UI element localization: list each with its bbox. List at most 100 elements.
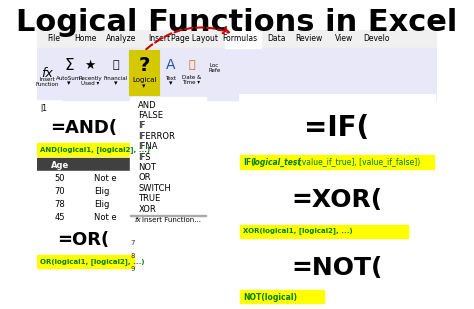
Text: Analyze: Analyze [106, 33, 137, 43]
Bar [130, 214, 206, 216]
Text: IF(: IF( [243, 158, 255, 167]
Text: =NOT(: =NOT( [291, 256, 382, 280]
Bar [239, 155, 434, 169]
Bar [83, 171, 130, 184]
Bar [83, 158, 130, 171]
Text: ▾: ▾ [114, 80, 117, 86]
Text: Time ▾: Time ▾ [182, 79, 201, 84]
Text: IFNA: IFNA [138, 142, 158, 151]
Text: 6: 6 [130, 227, 135, 233]
Text: Elig: Elig [94, 200, 110, 209]
Text: 3: 3 [130, 188, 135, 194]
Bar [239, 225, 408, 238]
Text: Date &: Date & [182, 74, 201, 79]
Text: 70: 70 [55, 187, 65, 196]
Text: View: View [335, 33, 353, 43]
Bar [37, 100, 62, 113]
Text: Formulas: Formulas [222, 33, 257, 43]
Text: Insert
Function: Insert Function [36, 77, 59, 87]
Bar [239, 290, 324, 303]
Text: Page Layout: Page Layout [171, 33, 219, 43]
Bar [239, 175, 434, 225]
Text: IFERROR: IFERROR [138, 132, 175, 141]
Bar [37, 48, 437, 100]
Text: 💰: 💰 [112, 60, 119, 70]
Text: IF: IF [138, 121, 146, 130]
Text: FALSE: FALSE [138, 111, 163, 120]
Text: Not e: Not e [94, 213, 117, 222]
Bar [37, 255, 134, 268]
Text: 50: 50 [55, 173, 65, 183]
Text: XOR(logical1, [logical2], ...): XOR(logical1, [logical2], ...) [243, 227, 353, 235]
Text: Data: Data [267, 33, 286, 43]
Text: , [value_if_true], [value_if_false]): , [value_if_true], [value_if_false]) [293, 158, 420, 167]
Text: ▾: ▾ [169, 80, 172, 86]
Text: TRUE: TRUE [138, 194, 161, 203]
Text: logical_test: logical_test [253, 157, 302, 167]
Text: 7: 7 [130, 240, 135, 246]
Text: NOT(logical): NOT(logical) [243, 293, 297, 302]
Text: 2: 2 [130, 175, 135, 181]
Text: Not e: Not e [94, 173, 117, 183]
Text: Recently: Recently [78, 75, 102, 81]
Bar [37, 225, 131, 255]
Text: File: File [47, 33, 60, 43]
Text: Logical Functions in Excel: Logical Functions in Excel [16, 7, 458, 36]
Text: fx: fx [41, 66, 53, 79]
Text: ▾: ▾ [142, 83, 146, 89]
Text: IFS: IFS [138, 153, 151, 162]
Text: 9: 9 [130, 266, 135, 272]
Bar [83, 184, 130, 197]
Bar [37, 143, 134, 156]
Bar [37, 113, 131, 143]
Text: ★: ★ [84, 58, 96, 71]
Text: Financial: Financial [103, 75, 128, 81]
Text: Elig: Elig [94, 187, 110, 196]
Bar [83, 197, 130, 210]
Bar [130, 97, 206, 237]
Text: 78: 78 [55, 200, 65, 209]
Text: Insert Function...: Insert Function... [142, 217, 201, 222]
Text: 4: 4 [130, 201, 135, 207]
Text: =AND(: =AND( [50, 119, 117, 137]
Text: AND(logical1, [logical2], ...): AND(logical1, [logical2], ...) [39, 146, 150, 154]
Text: ?: ? [138, 56, 150, 74]
Text: SWITCH: SWITCH [138, 184, 171, 193]
Text: Used ▾: Used ▾ [81, 81, 99, 86]
Bar [239, 245, 434, 290]
Text: NOT: NOT [138, 163, 156, 172]
Text: XOR: XOR [138, 205, 156, 214]
Bar [225, 30, 261, 48]
Text: 8: 8 [130, 253, 135, 259]
Text: AND: AND [138, 100, 157, 109]
Bar [130, 51, 158, 95]
Text: Σ: Σ [64, 57, 74, 73]
Text: Loc
Refe: Loc Refe [208, 63, 220, 74]
Text: Home: Home [74, 33, 96, 43]
Text: ▾: ▾ [67, 80, 71, 86]
Text: 1: 1 [130, 162, 135, 168]
Text: =OR(: =OR( [57, 231, 109, 249]
Text: A: A [165, 58, 175, 72]
Bar [37, 184, 83, 197]
Text: Logical: Logical [132, 77, 156, 83]
Text: Age: Age [51, 160, 69, 170]
Text: OR(logical1, [logical2], ...): OR(logical1, [logical2], ...) [39, 259, 144, 265]
Bar [83, 210, 130, 223]
Text: 🕔: 🕔 [188, 60, 195, 70]
Text: OR: OR [138, 173, 151, 182]
Text: Develo: Develo [363, 33, 390, 43]
Bar [37, 210, 83, 223]
Text: =XOR(: =XOR( [291, 188, 382, 212]
Bar [239, 95, 434, 155]
Text: Review: Review [295, 33, 322, 43]
Text: 5: 5 [130, 214, 135, 220]
Bar [37, 30, 437, 48]
Text: J1: J1 [40, 104, 47, 112]
Text: fx: fx [134, 217, 141, 222]
Bar [37, 197, 83, 210]
Bar [37, 171, 83, 184]
Text: Insert: Insert [148, 33, 171, 43]
Bar [37, 158, 83, 171]
Text: =IF(: =IF( [304, 114, 369, 142]
